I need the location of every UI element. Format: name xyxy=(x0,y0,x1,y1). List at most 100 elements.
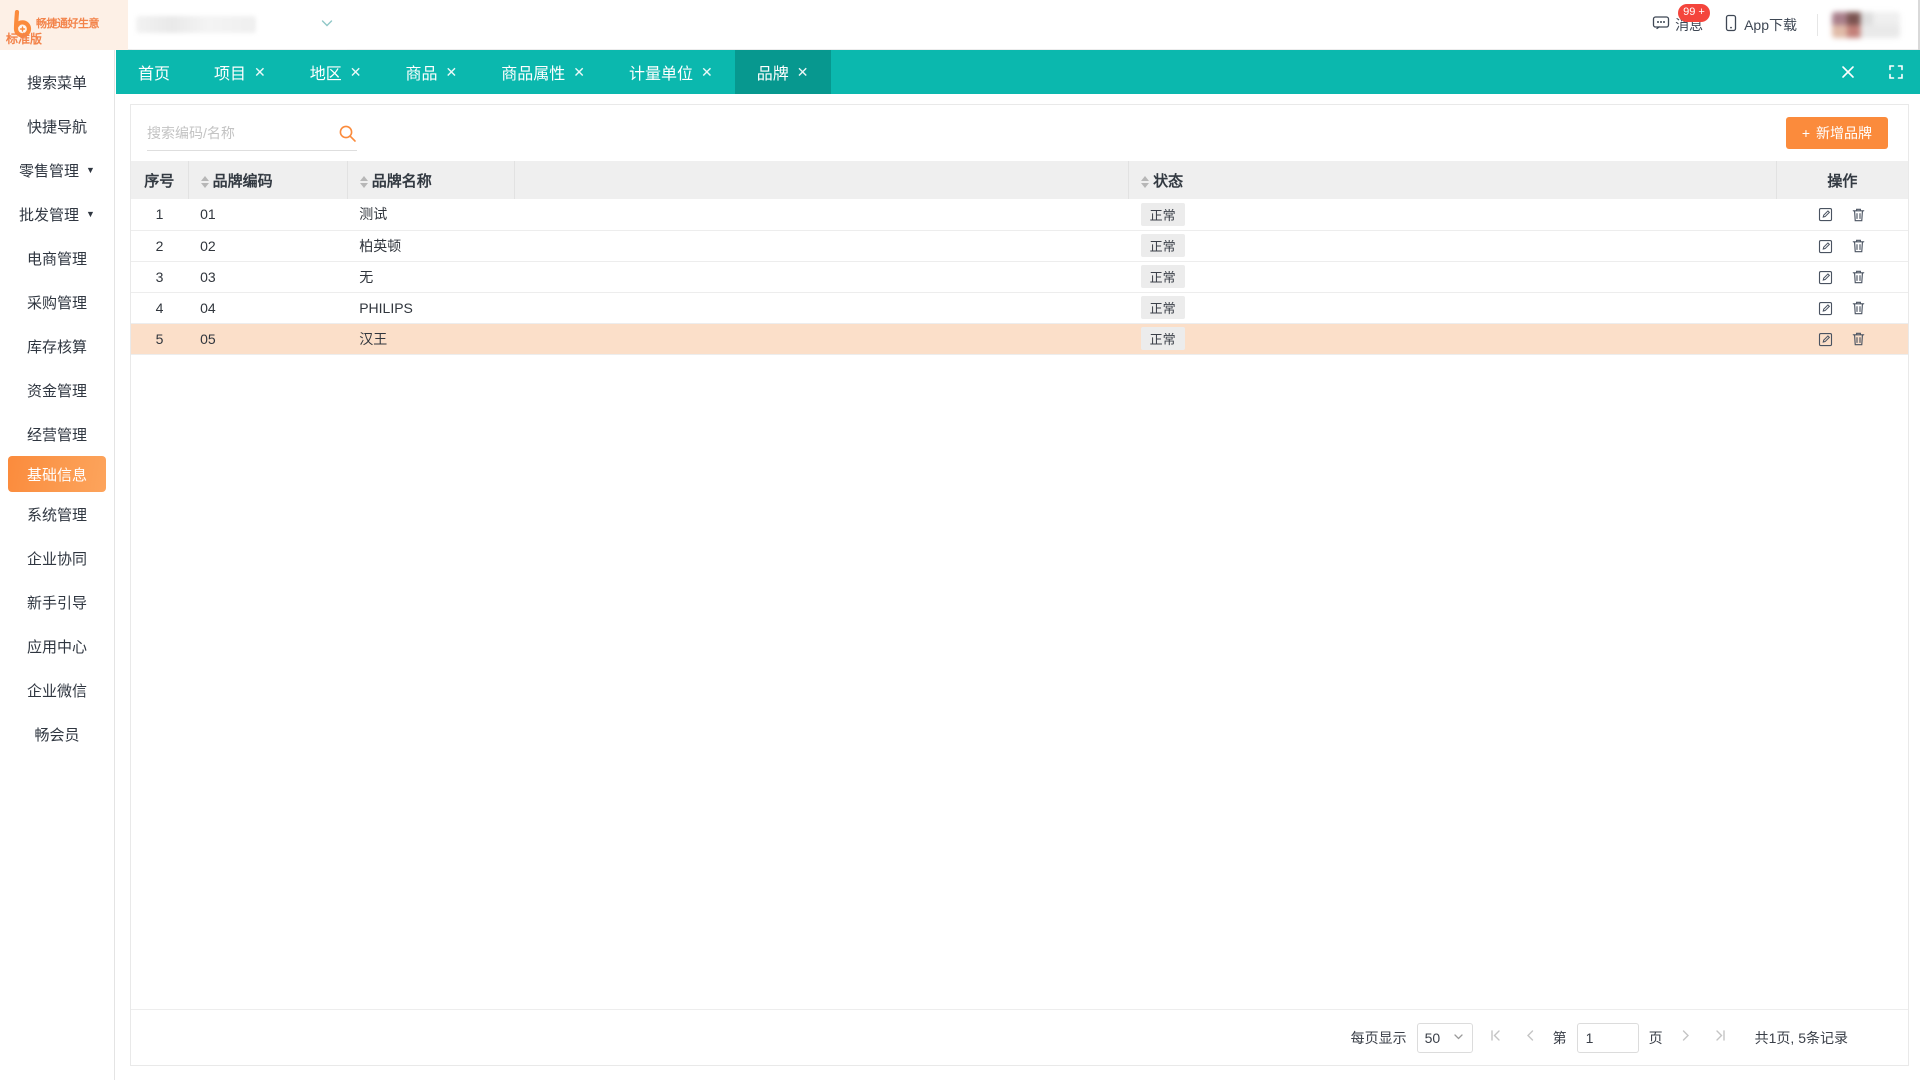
sidebar-item-9[interactable]: 基础信息 xyxy=(8,456,106,492)
cell-code: 01 xyxy=(188,199,348,231)
sidebar-item-12[interactable]: 新手引导 xyxy=(0,580,114,624)
table-body: 1 01 测试 正常 2 02 柏英顿 正常 3 03 无正常 4 04 PHILIPS 正常 5 05 汉王 正常 xyxy=(131,199,1908,355)
page-number-input[interactable] xyxy=(1576,1022,1639,1053)
tab-close-icon[interactable]: ✕ xyxy=(701,63,713,80)
sidebar-item-5[interactable]: 采购管理 xyxy=(0,280,114,324)
tab-3[interactable]: 商品 ✕ xyxy=(384,50,480,94)
delete-icon[interactable] xyxy=(1851,269,1866,285)
sidebar-item-8[interactable]: 经营管理 xyxy=(0,412,114,456)
column-header-label: 品牌编码 xyxy=(212,172,273,190)
sidebar-item-7[interactable]: 资金管理 xyxy=(0,368,114,412)
tab-close-icon[interactable]: ✕ xyxy=(573,63,586,80)
company-name-redacted xyxy=(136,15,256,33)
tab-close-icon[interactable]: ✕ xyxy=(254,63,266,80)
search-box[interactable] xyxy=(147,116,357,151)
sidebar-item-4[interactable]: 电商管理 xyxy=(0,236,114,280)
sidebar-item-0[interactable]: 搜索菜单 xyxy=(0,60,114,104)
column-header-2[interactable]: 品牌名称 xyxy=(347,161,515,199)
delete-icon[interactable] xyxy=(1851,331,1866,347)
table-row[interactable]: 3 03 无 正常 xyxy=(131,261,1908,293)
tab-close-icon[interactable]: ✕ xyxy=(349,63,362,80)
sort-icon[interactable] xyxy=(1141,175,1150,188)
edit-icon[interactable] xyxy=(1818,332,1833,347)
fullscreen-icon[interactable] xyxy=(1872,50,1920,94)
edit-icon[interactable] xyxy=(1818,301,1833,316)
cell-code: 03 xyxy=(188,261,348,293)
content-panel: + 新增品牌 序号 品牌编码 品牌名称 状态 操作 101测试正常202柏英顿正常303… xyxy=(130,104,1909,1066)
avatar[interactable] xyxy=(1832,11,1900,38)
next-page-icon[interactable] xyxy=(1673,1028,1698,1047)
app-logo[interactable]: 畅捷通好生意 标准版 xyxy=(0,0,128,50)
cell-actions xyxy=(1776,199,1908,231)
tab-2[interactable]: 地区 ✕ xyxy=(288,50,384,94)
record-summary: 共1页, 5条记录 xyxy=(1754,1029,1848,1046)
table-row[interactable]: 4 04 PHILIPS 正常 xyxy=(131,292,1908,324)
tab-6[interactable]: 品牌 ✕ xyxy=(734,50,831,94)
tab-close-icon[interactable]: ✕ xyxy=(445,63,458,80)
column-header-4[interactable]: 状态 xyxy=(1128,161,1777,199)
table-row[interactable]: 2 02 柏英顿 正常 xyxy=(131,230,1908,262)
tab-label: 计量单位 xyxy=(629,66,694,83)
tab-0[interactable]: 首页 xyxy=(116,50,192,94)
sidebar-item-label: 企业微信 xyxy=(26,682,87,700)
tab-4[interactable]: 商品属性 ✕ xyxy=(479,50,607,94)
sidebar-item-6[interactable]: 库存核算 xyxy=(0,324,114,368)
sort-icon[interactable] xyxy=(200,175,209,188)
brand-logo-text: 畅捷通好生意 xyxy=(36,18,100,31)
sidebar-item-11[interactable]: 企业协同 xyxy=(0,536,114,580)
cell-name: 汉王 xyxy=(347,323,515,355)
messages-button[interactable]: 消息 99 + xyxy=(1652,4,1710,35)
sidebar-item-14[interactable]: 企业微信 xyxy=(0,668,114,712)
close-icon[interactable] xyxy=(1824,50,1872,94)
edit-icon[interactable] xyxy=(1818,207,1833,222)
tab-label: 品牌 xyxy=(756,66,789,83)
delete-icon[interactable] xyxy=(1851,300,1866,316)
column-header-1[interactable]: 品牌编码 xyxy=(188,161,348,199)
first-page-icon[interactable] xyxy=(1483,1028,1508,1047)
tab-list: 首页 项目 ✕ 地区 ✕ 商品 ✕ 商品属性 ✕ 计量单位 ✕ 品牌 ✕ xyxy=(116,50,831,94)
sidebar-item-15[interactable]: 畅会员 xyxy=(0,712,114,756)
tab-label: 项目 xyxy=(214,66,247,83)
sidebar-item-1[interactable]: 快捷导航 xyxy=(0,104,114,148)
add-brand-button[interactable]: + 新增品牌 xyxy=(1785,117,1888,149)
status-badge: 正常 xyxy=(1140,327,1185,350)
header-right-edge xyxy=(1918,0,1920,50)
column-header-label: 状态 xyxy=(1153,172,1184,190)
messages-badge: 99 + xyxy=(1678,4,1710,22)
column-header-3 xyxy=(514,161,1130,199)
search-input[interactable] xyxy=(147,125,338,141)
column-header-label: 序号 xyxy=(144,172,175,190)
sidebar-item-label: 搜索菜单 xyxy=(26,74,87,92)
column-header-label: 操作 xyxy=(1827,172,1858,190)
cell-name: 柏英顿 xyxy=(347,230,515,262)
sidebar-item-13[interactable]: 应用中心 xyxy=(0,624,114,668)
delete-icon[interactable] xyxy=(1851,207,1866,223)
sidebar-item-2[interactable]: 零售管理 ▼ xyxy=(0,148,114,192)
cell-spacer xyxy=(514,261,1129,293)
edit-icon[interactable] xyxy=(1818,270,1833,285)
sidebar-item-label: 经营管理 xyxy=(26,426,87,444)
search-icon[interactable] xyxy=(338,124,357,143)
table-row[interactable]: 1 01 测试 正常 xyxy=(131,199,1908,231)
delete-icon[interactable] xyxy=(1851,238,1866,254)
sidebar-item-10[interactable]: 系统管理 xyxy=(0,492,114,536)
sidebar-item-label: 资金管理 xyxy=(26,382,87,400)
content-toolbar: + 新增品牌 xyxy=(131,105,1908,161)
sidebar-item-3[interactable]: 批发管理 ▼ xyxy=(0,192,114,236)
company-selector[interactable] xyxy=(132,0,347,50)
chevron-down-icon: ▼ xyxy=(86,209,95,219)
sort-icon[interactable] xyxy=(359,175,368,188)
tab-5[interactable]: 计量单位 ✕ xyxy=(607,50,735,94)
cell-actions xyxy=(1776,230,1908,262)
tab-1[interactable]: 项目 ✕ xyxy=(192,50,288,94)
tab-close-icon[interactable]: ✕ xyxy=(796,63,809,80)
per-page-label: 每页显示 xyxy=(1350,1029,1407,1046)
table-row[interactable]: 5 05 汉王 正常 xyxy=(131,323,1908,355)
edit-icon[interactable] xyxy=(1818,239,1833,254)
cell-actions xyxy=(1776,292,1908,324)
last-page-icon[interactable] xyxy=(1708,1028,1733,1047)
prev-page-icon[interactable] xyxy=(1518,1028,1543,1047)
app-download-button[interactable]: App下载 xyxy=(1723,14,1797,35)
cell-spacer xyxy=(514,230,1129,262)
per-page-select[interactable]: 50 xyxy=(1416,1022,1473,1053)
